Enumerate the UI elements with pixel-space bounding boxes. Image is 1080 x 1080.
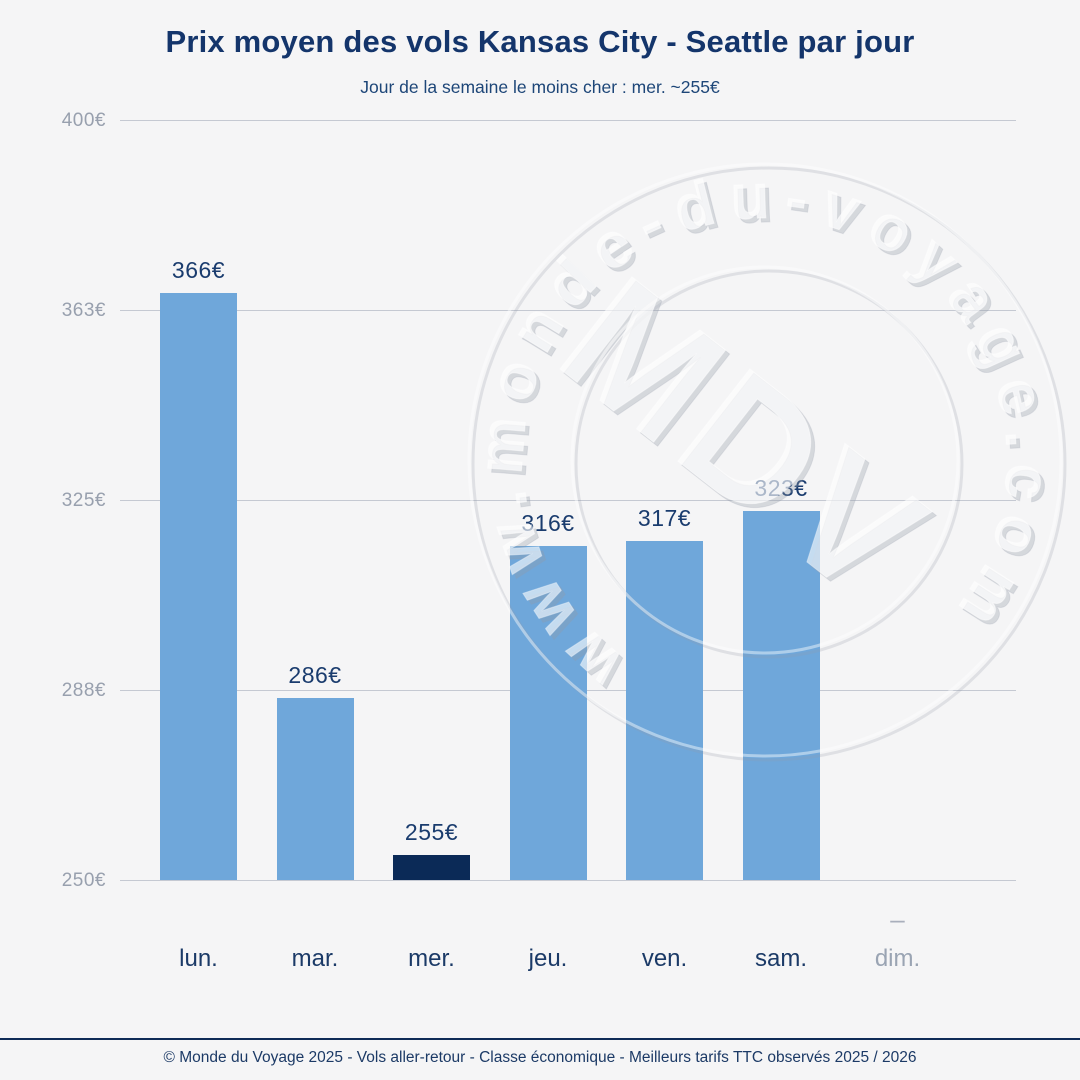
y-tick-label: 325€ (61, 489, 106, 511)
gridline (120, 119, 1016, 122)
bar-value-label: 317€ (637, 505, 692, 532)
x-tick-label: lun. (179, 945, 218, 972)
footer-credit: © Monde du Voyage 2025 - Vols aller-reto… (163, 1049, 917, 1066)
chart-subtitle: Jour de la semaine le moins cher : mer. … (360, 77, 720, 97)
chart-title: Prix moyen des vols Kansas City - Seattl… (165, 24, 915, 59)
bar-value-label: 286€ (288, 662, 342, 689)
x-tick-label: mar. (291, 945, 339, 972)
bar (626, 541, 703, 881)
bar-value-label: 255€ (404, 819, 459, 846)
bar (276, 698, 354, 881)
bar-value-label: 323€ (711, 474, 851, 502)
x-tick-label: ven. (641, 945, 688, 972)
gridline (120, 499, 1016, 502)
no-data-dash: – (890, 904, 905, 934)
gridline (120, 309, 1016, 312)
x-tick-label: sam. (754, 945, 807, 972)
bar-value-label: 366€ (171, 256, 226, 283)
x-tick-label: mer. (408, 945, 455, 972)
footer-divider (0, 1038, 1080, 1040)
y-tick-label: 363€ (61, 299, 106, 321)
y-tick-label: 250€ (61, 869, 106, 891)
x-tick-label: jeu. (528, 945, 568, 972)
bar (160, 292, 237, 881)
x-tick-label: dim. (874, 945, 921, 972)
bar (742, 510, 820, 881)
y-tick-label: 288€ (61, 679, 106, 701)
bar (509, 546, 587, 881)
y-tick-label: 400€ (61, 109, 106, 131)
bar (393, 855, 470, 881)
gridline (120, 879, 1016, 882)
